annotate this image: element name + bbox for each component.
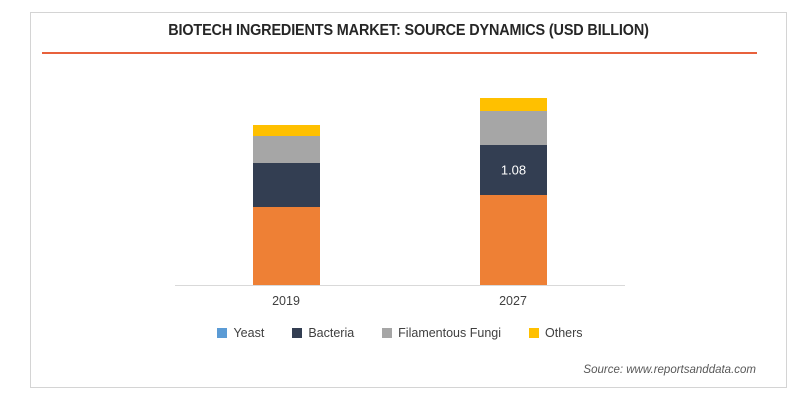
legend-item-bacteria[interactable]: Bacteria (292, 326, 354, 340)
page-title: BIOTECH INGREDIENTS MARKET: SOURCE DYNAM… (168, 22, 649, 39)
title-divider (42, 52, 757, 54)
legend-label-filamentous-fungi: Filamentous Fungi (398, 326, 501, 340)
category-label-2027: 2027 (499, 294, 527, 308)
legend-swatch-icon-filamentous-fungi (382, 328, 393, 338)
category-label-2019: 2019 (272, 294, 300, 308)
bar-segment-2027-others[interactable] (480, 98, 547, 111)
bar-segment-2019-others[interactable] (253, 125, 320, 136)
legend-swatch-icon-bacteria (292, 328, 303, 338)
legend-item-filamentous-fungi[interactable]: Filamentous Fungi (382, 326, 501, 340)
legend-item-others[interactable]: Others (529, 326, 583, 340)
bar-segment-2019-base[interactable] (253, 207, 320, 285)
source-attribution: Source: www.reportsanddata.com (583, 364, 756, 376)
legend-swatch-icon-others (529, 328, 539, 338)
chart-frame (30, 12, 787, 388)
bar-segment-2027-bacteria[interactable]: 1.08 (480, 145, 547, 195)
bar-segment-2027-base[interactable] (480, 195, 547, 285)
bar-label-2027-bacteria: 1.08 (500, 162, 527, 178)
bar-segment-2019-bacteria[interactable] (253, 163, 320, 207)
bar-2027[interactable]: 1.08 (480, 98, 547, 285)
legend-label-yeast: Yeast (233, 326, 265, 340)
category-axis-line (175, 285, 625, 286)
legend-swatch-icon-yeast (217, 328, 228, 338)
chart-legend: Yeast Bacteria Filamentous Fungi Others (0, 326, 800, 340)
legend-label-others: Others (545, 326, 583, 340)
legend-label-bacteria: Bacteria (308, 326, 355, 340)
bar-segment-2019-filamentous-fungi[interactable] (253, 136, 320, 163)
bar-2019[interactable] (253, 125, 320, 285)
legend-item-yeast[interactable]: Yeast (217, 326, 264, 340)
bar-segment-2027-filamentous-fungi[interactable] (480, 111, 547, 145)
